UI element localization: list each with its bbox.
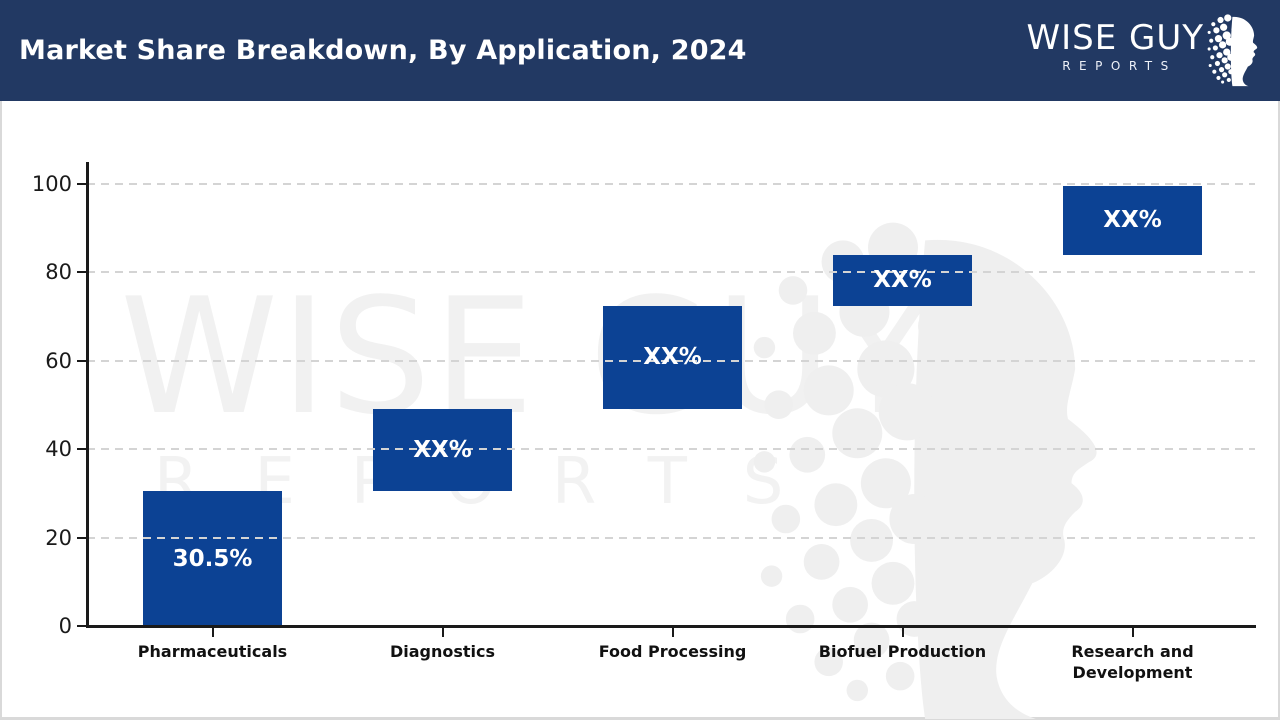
y-tick-label: 40 xyxy=(45,437,72,462)
wiseguy-head-icon xyxy=(1207,14,1258,87)
bar xyxy=(833,254,972,306)
header-bar: Market Share Breakdown, By Application, … xyxy=(0,0,1280,101)
bar-value-label: XX% xyxy=(413,437,472,464)
chart-area: WISE GUY REPORTS 30.5%XX%XX%XX%XX%020406… xyxy=(0,101,1280,720)
y-tick-label: 100 xyxy=(31,172,72,196)
bar xyxy=(603,305,742,410)
y-axis-line xyxy=(86,162,89,628)
x-tick-mark xyxy=(211,628,214,637)
logo-text: WISE GUY REPORTS xyxy=(1026,20,1204,73)
bar xyxy=(1063,186,1202,255)
logo-subtext: REPORTS xyxy=(1062,59,1177,73)
x-tick-label: Biofuel Production xyxy=(818,642,987,661)
x-tick-label: Food Processing xyxy=(598,642,747,661)
y-tick-mark xyxy=(77,625,87,627)
y-tick-mark xyxy=(77,448,87,451)
bar-value-label: XX% xyxy=(643,344,702,371)
grid-line xyxy=(87,359,1255,362)
grid-line xyxy=(87,536,1255,539)
x-axis-line xyxy=(86,625,1256,628)
y-tick-mark xyxy=(77,271,87,274)
plot: 30.5% XX% XX% XX% XX% 0 20 40 60 80 100 Pharmaceuti… xyxy=(2,101,1278,717)
y-tick-label: 60 xyxy=(45,348,72,373)
chart-title: Market Share Breakdown, By Application, … xyxy=(19,35,747,66)
grid-line xyxy=(87,183,1255,185)
y-tick-label: 0 xyxy=(58,614,72,638)
x-tick-mark xyxy=(1131,628,1134,637)
wiseguy-logo: WISE GUY REPORTS xyxy=(1016,6,1266,96)
y-tick-mark xyxy=(77,183,87,185)
x-tick-mark xyxy=(901,628,904,637)
y-tick-label: 80 xyxy=(45,260,72,285)
x-tick-label: Diagnostics xyxy=(389,642,496,661)
y-tick-mark xyxy=(77,536,87,539)
bar-value-label: XX% xyxy=(1103,207,1162,234)
x-tick-label: Pharmaceuticals xyxy=(137,642,288,661)
x-tick-label: Research and Development xyxy=(1071,642,1194,682)
bar xyxy=(143,491,282,626)
grid-line xyxy=(87,448,1255,451)
x-tick-mark xyxy=(671,628,674,637)
logo-wordmark: WISE GUY xyxy=(1026,18,1204,58)
x-tick-mark xyxy=(441,628,444,637)
bar-value-label: XX% xyxy=(873,267,932,294)
y-tick-label: 20 xyxy=(45,525,72,550)
bar xyxy=(373,409,512,492)
grid-line xyxy=(87,271,1255,274)
y-tick-mark xyxy=(77,359,87,362)
bar-value-label: 30.5% xyxy=(172,545,253,572)
